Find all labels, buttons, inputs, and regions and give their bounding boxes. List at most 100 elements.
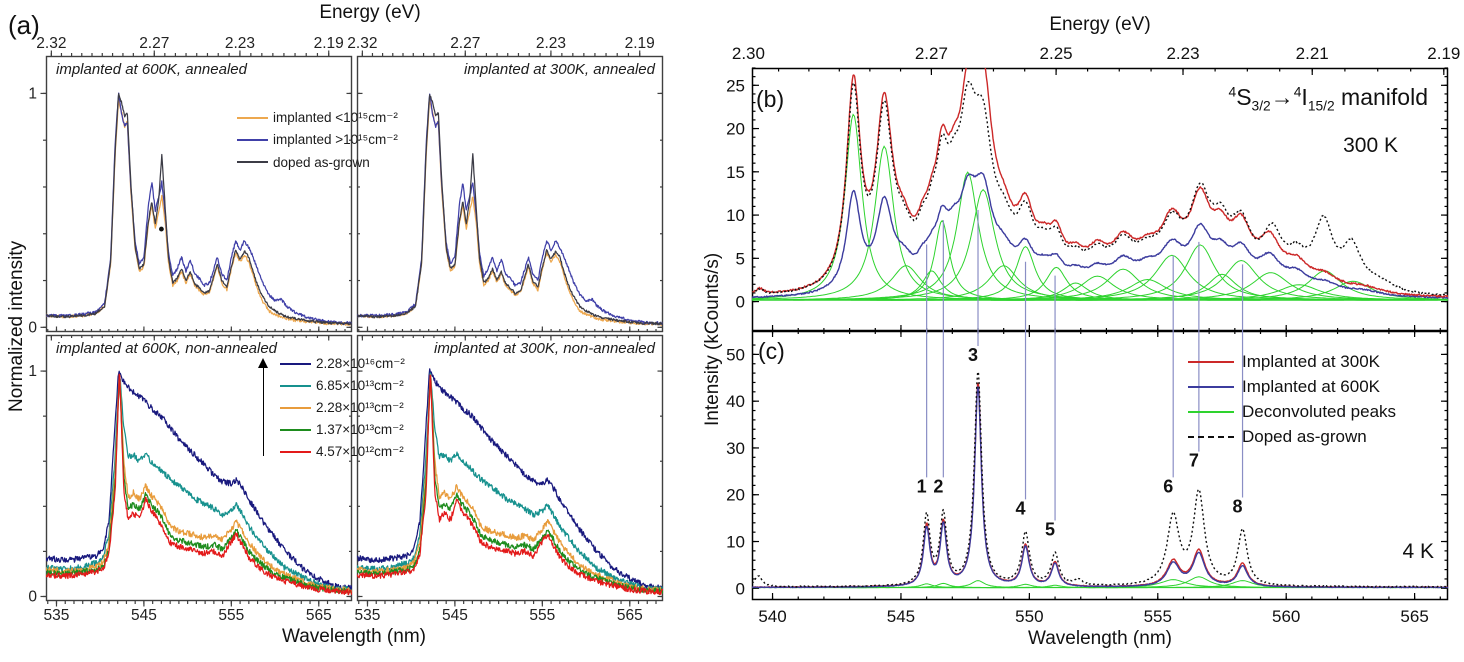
subpanel-title-300k-nonannealed: implanted at 300K, non-annealed (433, 340, 655, 357)
tick-label: 555 (529, 607, 555, 624)
tick-label: 20 (726, 120, 745, 139)
manifold-sup2: 4 (1293, 84, 1302, 100)
tick-label: 2.19 (1427, 44, 1460, 63)
tick-label: 7 (1189, 451, 1199, 471)
deconvoluted-peak (925, 254, 1419, 301)
legend-line-swatch (237, 161, 268, 163)
legend-label: implanted >10¹⁵cm⁻² (273, 132, 398, 147)
tick-label: 2.27 (450, 35, 480, 52)
legend-line-swatch (1188, 435, 1234, 438)
curve-implanted-10-cm- (46, 92, 352, 326)
legend-label: 2.28×10¹³cm⁻² (316, 400, 404, 415)
legend-item: 6.85×10¹³cm⁻² (280, 375, 405, 397)
deconvoluted-peak (752, 145, 1023, 300)
manifold-suffix: manifold (1334, 84, 1428, 110)
tick-label: 545 (131, 607, 157, 624)
tick-label: 550 (1015, 607, 1043, 626)
curve-doped-as-grown (357, 94, 663, 326)
curve-2-28-10-cm- (357, 368, 663, 592)
legend-line-swatch (280, 429, 311, 431)
plot-frame (356, 334, 664, 602)
legend-line-swatch (280, 385, 311, 387)
legend-item: Implanted at 600K (1188, 374, 1396, 399)
curves (752, 68, 1448, 299)
panel-c-label: (c) (758, 338, 785, 364)
tick-label: 565 (1400, 607, 1428, 626)
tick-label: 2.23 (1166, 44, 1199, 63)
deconvoluted-peak (752, 265, 1122, 301)
tick-label: 4 (1016, 498, 1026, 518)
legend-label: 4.57×10¹²cm⁻² (316, 444, 404, 459)
curve-doped-as-grown (46, 93, 352, 326)
curve-Implanted-at-600K (752, 386, 1448, 589)
tick-label: 2.32 (347, 35, 377, 52)
tick-label: 2 (933, 476, 943, 496)
curve-Doped-as-grown (752, 80, 1448, 297)
marker-dot (159, 226, 164, 232)
legend-line-swatch (1188, 385, 1234, 388)
tick-label: 40 (726, 392, 745, 411)
tick-label: 2.25 (1040, 44, 1073, 63)
legend-line-swatch (1188, 410, 1234, 413)
bc-wavelength-axis-title: Wavelength (nm) (1028, 628, 1172, 649)
tick-label: 1 (28, 363, 37, 380)
a-wavelength-axis-title: Wavelength (nm) (282, 626, 426, 647)
curve-2-28-10-cm- (357, 374, 663, 594)
legend-item: doped as-grown (237, 151, 398, 173)
curve-Implanted-at-300K (752, 68, 1448, 298)
tick-label: 10 (726, 533, 745, 552)
legend-label: 2.28×10¹⁶cm⁻² (316, 356, 405, 371)
tick-label: 5 (736, 249, 745, 268)
curves (46, 92, 352, 326)
curve-2-28-10-cm- (46, 370, 352, 592)
axis-ticks (357, 335, 663, 607)
tick-label: 545 (887, 607, 915, 626)
temperature-label-b: 300 K (1343, 134, 1398, 157)
curve-6-85-10-cm- (46, 374, 352, 593)
manifold-arrow-icon: → (1270, 84, 1294, 110)
deconvoluted-peak (984, 244, 1416, 301)
curve-2-28-10-cm- (46, 374, 352, 594)
tick-label: 2.21 (1296, 44, 1329, 63)
legend-line-swatch (280, 451, 311, 453)
tick-label: 0 (28, 319, 37, 336)
tick-label: 8 (1233, 497, 1243, 517)
tick-label: 555 (1144, 607, 1172, 626)
tick-label: 2.27 (139, 35, 169, 52)
manifold-base1: S (1236, 84, 1252, 110)
tick-label: 3 (968, 345, 978, 365)
deconvoluted-peak (788, 265, 1220, 301)
tick-label: 30 (726, 439, 745, 458)
a-energy-axis-title: Energy (eV) (319, 2, 421, 23)
tick-label: 20 (726, 486, 745, 505)
tick-label: 25 (726, 76, 745, 95)
legend-item: implanted <10¹⁵cm⁻² (237, 107, 398, 129)
axis-ticks (357, 50, 663, 332)
tick-label: 535 (44, 607, 70, 624)
subplot-2: 535 545 555 565 0 1 (28, 334, 353, 624)
bc-energy-axis-title: Energy (eV) (1049, 14, 1151, 35)
tick-label: 1 (917, 476, 927, 496)
plot-frame-b (751, 67, 1449, 332)
plot-frame (356, 55, 664, 333)
tick-label: 6 (1163, 476, 1173, 496)
legend-label: Implanted at 600K (1242, 376, 1380, 396)
legend-line-swatch (280, 407, 311, 409)
tick-label: 560 (1272, 607, 1300, 626)
legend-item: implanted >10¹⁵cm⁻² (237, 129, 398, 151)
axis-ticks (40, 50, 352, 332)
legend-item: Implanted at 300K (1188, 349, 1396, 374)
curves (357, 93, 663, 326)
legend-fluence: 2.28×10¹⁶cm⁻² 6.85×10¹³cm⁻² 2.28×10¹³cm⁻… (252, 353, 405, 463)
transition-manifold-label: 4S3/2→4I15/2 manifold (1229, 84, 1428, 114)
tick-label: 535 (355, 607, 381, 624)
curves (752, 371, 1448, 589)
tick-label: 545 (442, 607, 468, 624)
manifold-sub2: 15/2 (1307, 98, 1335, 114)
legend-label: doped as-grown (273, 154, 370, 170)
legend-label: 1.37×10¹³cm⁻² (316, 422, 404, 437)
deconvoluted-peak (813, 188, 1153, 300)
tick-label: 10 (726, 206, 745, 225)
legend-label: Implanted at 300K (1242, 351, 1380, 371)
